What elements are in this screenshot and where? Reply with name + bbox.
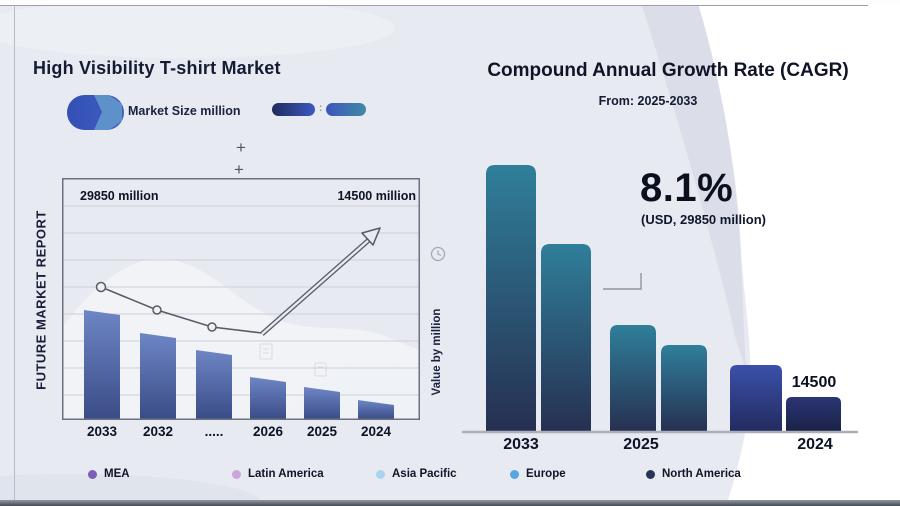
market-size-bar-chart — [62, 178, 420, 420]
bottom-edge-strip — [0, 500, 900, 506]
value-14500-label: 14500 — [791, 374, 837, 391]
pill-separator: : — [319, 103, 323, 114]
right-chart-title: Compound Annual Growth Rate (CAGR) — [487, 60, 849, 81]
gray-wedge-shape — [640, 0, 746, 370]
year-2033-label: 2033 — [503, 436, 539, 453]
latin-america-dot-icon — [232, 469, 241, 479]
legend-label: Europe — [526, 468, 566, 480]
value-by-million-label: Value by million — [431, 308, 443, 396]
legend-label: North America — [662, 468, 741, 480]
legend-label: MEA — [104, 468, 130, 480]
market-size-pill-icon — [67, 95, 124, 130]
x-tick-2026: 2026 — [252, 424, 284, 439]
market-size-bars — [84, 310, 394, 419]
frame-top-border — [0, 5, 868, 6]
legend-item-north-america: North America — [646, 467, 741, 481]
future-market-report-label: FUTURE MARKET REPORT — [33, 210, 49, 390]
plus-mark-bottom: + — [234, 160, 244, 179]
market-size-legend-label: Market Size million — [128, 104, 241, 118]
pill-badge-dark-icon — [272, 103, 315, 116]
clock-icon — [430, 246, 446, 262]
x-tick-ellipsis: ..... — [204, 424, 224, 439]
mea-dot-icon — [88, 469, 97, 479]
step-bracket-shape — [603, 273, 642, 290]
legend-item-asia-pacific: Asia Pacific — [376, 467, 457, 481]
legend-item-latin-america: Latin America — [232, 467, 324, 481]
frame-left-border — [14, 5, 15, 500]
north-america-dot-icon — [646, 469, 655, 479]
x-tick-2032: 2032 — [142, 424, 174, 439]
legend-item-europe: Europe — [510, 467, 566, 481]
min-value-label: 14500 million — [337, 189, 416, 203]
year-2025-label: 2025 — [623, 436, 659, 453]
right-chart-subtitle: From: 2025-2033 — [598, 94, 698, 108]
plus-mark-top: + — [236, 138, 246, 157]
cagr-bar-chart — [461, 165, 859, 434]
trend-line — [95, 281, 263, 334]
legend-label: Asia Pacific — [392, 468, 457, 480]
growth-arrow-icon — [260, 227, 381, 336]
asia-pacific-dot-icon — [376, 469, 385, 479]
x-tick-2025: 2025 — [306, 424, 338, 439]
white-diagonal-band — [697, 0, 900, 506]
left-chart-title: High Visibility T-shirt Market — [33, 58, 281, 78]
pill-badge-teal-icon — [326, 103, 366, 116]
europe-dot-icon — [510, 469, 519, 479]
x-tick-2033: 2033 — [86, 424, 118, 439]
max-value-label: 29850 million — [80, 189, 159, 203]
year-2024-label: 2024 — [797, 436, 833, 453]
legend-label: Latin America — [248, 468, 324, 480]
legend-item-mea: MEA — [88, 467, 130, 481]
top-margin — [0, 0, 900, 5]
cagr-basis: (USD, 29850 million) — [641, 212, 766, 227]
x-tick-2024: 2024 — [360, 424, 392, 439]
cagr-value: 8.1% — [640, 166, 734, 210]
